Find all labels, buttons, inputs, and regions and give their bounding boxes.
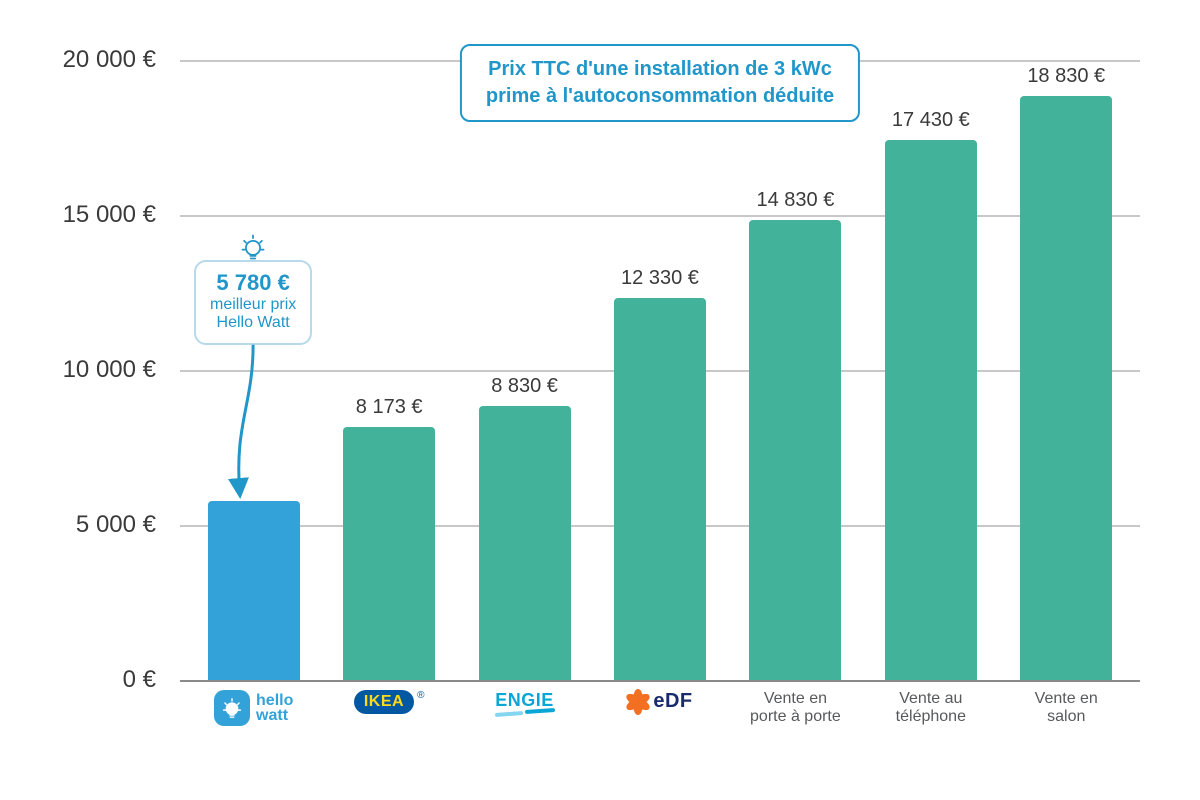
bar-value-label: 14 830 €: [756, 189, 834, 212]
bar-ikea: [343, 427, 435, 680]
callout-sub-line2: Hello Watt: [210, 314, 296, 332]
bar-hellowatt: [208, 501, 300, 680]
bar-value-label: 8 830 €: [491, 375, 558, 398]
bar-slot-ikea: 8 173 €: [321, 60, 456, 680]
bar-slot-hellowatt: [186, 60, 321, 680]
bar-slot-porte: 14 830 €: [728, 60, 863, 680]
bars-container: 8 173 € 8 830 € 12 330 € 14 830 € 17 430 € 18…: [180, 60, 1140, 680]
x-label-telephone: Vente autéléphone: [863, 690, 998, 744]
bar-salon: [1020, 96, 1112, 680]
bar-value-label: 12 330 €: [621, 267, 699, 290]
y-axis-label: 0 €: [123, 666, 156, 694]
y-axis-label: 10 000 €: [63, 356, 156, 384]
y-axis-label: 20 000 €: [63, 46, 156, 74]
bar-edf: [614, 298, 706, 680]
callout-sub-line1: meilleur prix: [210, 296, 296, 314]
bar-engie: [479, 406, 571, 680]
x-label-hellowatt: hellowatt: [186, 690, 321, 744]
lightbulb-icon: [238, 232, 268, 267]
x-label-engie: ENGIE: [457, 690, 592, 744]
bar-slot-engie: 8 830 €: [457, 60, 592, 680]
ikea-logo: IKEA®: [354, 690, 425, 714]
bar-value-label: 8 173 €: [356, 396, 423, 419]
bar-slot-edf: 12 330 €: [592, 60, 727, 680]
x-axis-labels: hellowatt IKEA® ENGIE eDF Vente enporte à …: [180, 690, 1140, 744]
x-label-salon: Vente ensalon: [999, 690, 1134, 744]
hellowatt-logo: hellowatt: [214, 690, 293, 726]
x-label-porte: Vente enporte à porte: [728, 690, 863, 744]
best-price-callout: 5 780 € meilleur prix Hello Watt: [194, 260, 312, 345]
bar-telephone: [885, 140, 977, 680]
bar-porte: [749, 220, 841, 680]
x-label-edf: eDF: [592, 690, 727, 744]
price-comparison-bar-chart: 0 €5 000 €10 000 €15 000 €20 000 € Prix …: [180, 60, 1140, 680]
gridline: [180, 680, 1140, 682]
x-label-ikea: IKEA®: [321, 690, 456, 744]
bar-value-label: 18 830 €: [1027, 65, 1105, 88]
y-axis-label: 5 000 €: [76, 511, 156, 539]
edf-logo: eDF: [627, 690, 692, 713]
bar-slot-telephone: 17 430 €: [863, 60, 998, 680]
y-axis-label: 15 000 €: [63, 201, 156, 229]
engie-logo: ENGIE: [493, 690, 557, 717]
bar-value-label: 17 430 €: [892, 109, 970, 132]
callout-price: 5 780 €: [210, 270, 296, 296]
bar-slot-salon: 18 830 €: [999, 60, 1134, 680]
